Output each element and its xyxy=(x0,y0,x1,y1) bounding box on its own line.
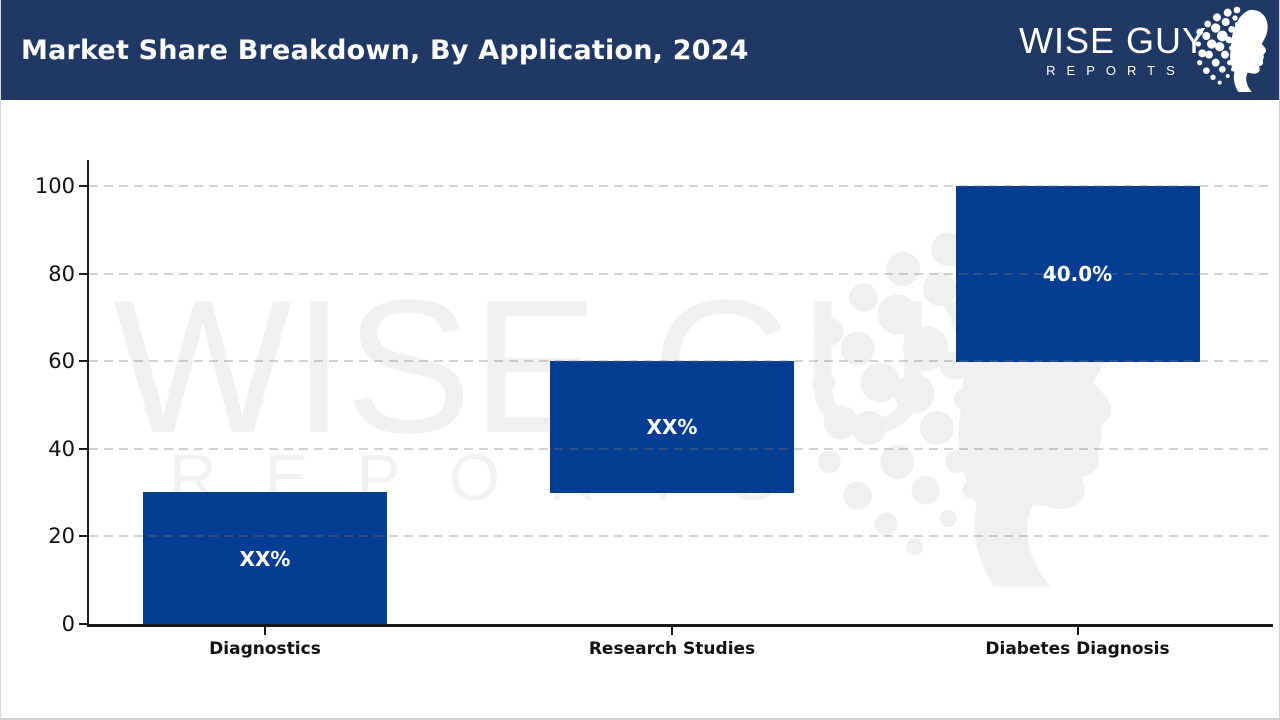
y-axis-line xyxy=(87,160,89,627)
brand-logo-text: WISE GUY REPORTS xyxy=(1018,19,1207,78)
y-axis-tick-label: 100 xyxy=(34,174,75,199)
y-axis-tick-label: 60 xyxy=(48,349,75,374)
brand-name: WISE GUY xyxy=(1018,19,1207,61)
y-axis-tick xyxy=(79,185,87,188)
y-axis-tick xyxy=(79,622,87,625)
brand-logo: WISE GUY REPORTS xyxy=(1019,6,1273,94)
gridline xyxy=(89,185,1273,188)
x-axis-tick xyxy=(671,627,673,635)
gridline xyxy=(89,447,1273,450)
bar-value-label: XX% xyxy=(239,546,291,571)
y-axis-tick xyxy=(79,447,87,450)
x-axis-tick xyxy=(264,627,266,635)
y-axis-tick-label: 40 xyxy=(48,436,75,461)
y-axis-tick-label: 80 xyxy=(48,261,75,286)
page-title: Market Share Breakdown, By Application, … xyxy=(21,34,749,66)
brand-subtitle: REPORTS xyxy=(1046,62,1186,78)
x-axis-label-research-studies: Research Studies xyxy=(588,639,756,659)
bar-diagnostics xyxy=(143,492,387,625)
x-axis-label-diabetes-diagnosis: Diabetes Diagnosis xyxy=(985,639,1170,659)
gridline xyxy=(89,535,1273,538)
y-axis-tick-label: 0 xyxy=(61,611,75,636)
x-axis-line xyxy=(87,624,1273,627)
gridline xyxy=(89,272,1273,275)
bar-value-label: 40.0% xyxy=(1042,262,1113,286)
y-axis-tick xyxy=(79,272,87,275)
x-axis-label-diagnostics: Diagnostics xyxy=(209,639,321,659)
y-axis-tick xyxy=(79,360,87,363)
y-axis-tick xyxy=(79,535,87,538)
bar-research-studies xyxy=(550,361,794,493)
report-header: Market Share Breakdown, By Application, … xyxy=(1,0,1279,100)
gridline xyxy=(89,360,1273,363)
x-axis-tick xyxy=(1076,627,1079,635)
y-axis-tick-label: 20 xyxy=(48,524,75,549)
bar-diabetes-diagnosis xyxy=(955,186,1200,362)
bar-value-label: XX% xyxy=(646,415,698,439)
